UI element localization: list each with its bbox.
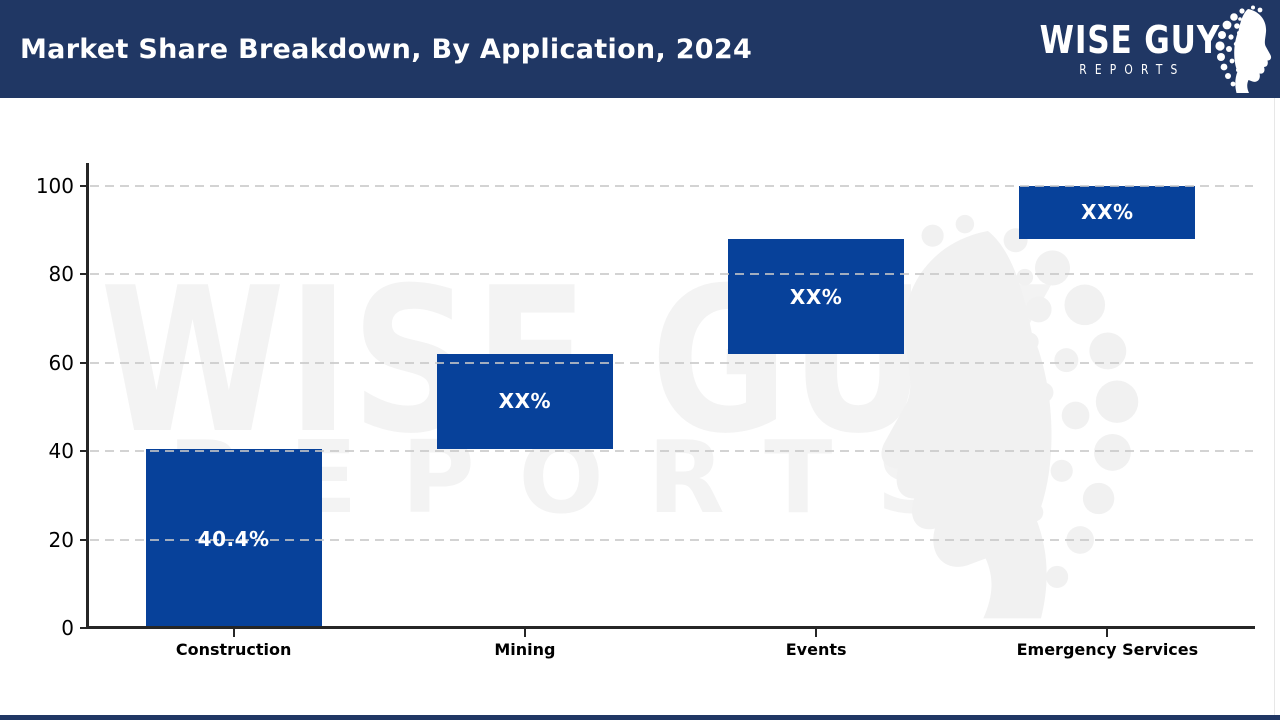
chart-right-border	[1274, 98, 1275, 715]
y-tick-mark	[80, 361, 89, 364]
bar-events	[728, 239, 905, 354]
y-tick-label: 0	[61, 616, 74, 640]
footer-strip	[0, 715, 1280, 720]
gridline-100	[90, 184, 1253, 187]
y-tick-mark	[80, 627, 89, 629]
category-label-emergency-services: Emergency Services	[1016, 640, 1199, 659]
bar-emergency-services	[1019, 185, 1196, 240]
x-axis	[86, 626, 1255, 629]
gridline-60	[90, 361, 1253, 364]
x-tick-mark	[815, 629, 818, 637]
y-axis	[86, 163, 89, 629]
y-tick-label: 20	[48, 527, 74, 552]
y-tick-mark	[80, 450, 89, 452]
y-tick-mark	[80, 184, 89, 187]
brand-logo-text: WISE GUY REPORTS	[1039, 21, 1220, 78]
bar-label-construction: 40.4%	[197, 526, 270, 551]
y-tick-label: 60	[48, 350, 74, 375]
y-tick-label: 100	[35, 173, 74, 198]
y-tick-label: 80	[48, 262, 74, 286]
y-tick-mark	[80, 538, 89, 541]
y-tick-label: 40	[48, 439, 74, 463]
page-title: Market Share Breakdown, By Application, …	[20, 33, 753, 65]
gridline-80	[90, 273, 1253, 275]
header: Market Share Breakdown, By Application, …	[0, 0, 1280, 98]
brand-subname: REPORTS	[1079, 62, 1186, 78]
gridline-20	[90, 538, 1253, 541]
category-label-mining: Mining	[494, 640, 556, 659]
bar-label-mining: XX%	[498, 389, 552, 414]
y-tick-mark	[80, 273, 89, 275]
category-label-events: Events	[785, 640, 847, 659]
bar-label-emergency-services: XX%	[1081, 200, 1134, 225]
brand-logo: WISE GUY REPORTS	[1000, 4, 1274, 94]
gridline-40	[90, 450, 1253, 452]
category-label-construction: Construction	[175, 640, 292, 659]
x-tick-mark	[1106, 629, 1109, 637]
bar-label-events: XX%	[789, 284, 843, 309]
x-tick-mark	[523, 629, 526, 637]
x-tick-mark	[232, 629, 235, 637]
brand-name: WISE GUY	[1039, 17, 1220, 62]
bar-mining	[436, 353, 613, 450]
brand-head-icon	[1215, 5, 1272, 93]
